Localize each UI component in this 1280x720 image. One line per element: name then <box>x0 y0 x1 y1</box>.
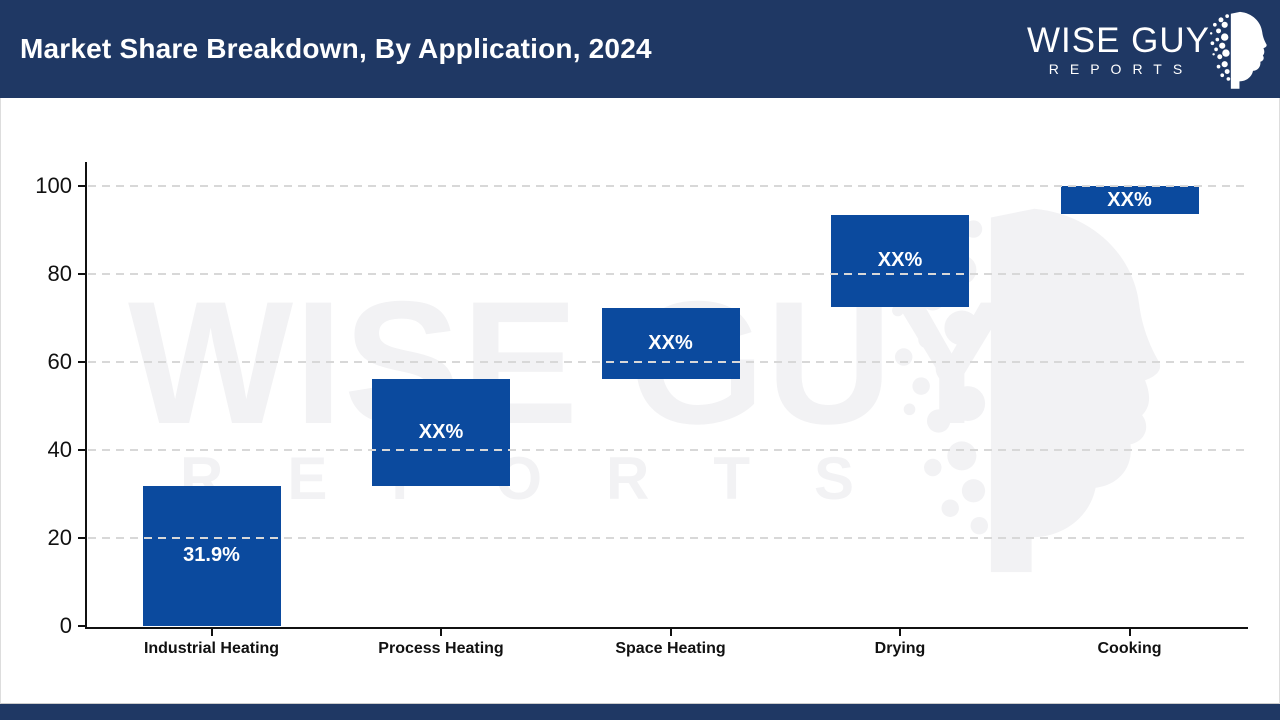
x-tick <box>899 628 901 636</box>
bar-industrial-heating: 31.9% <box>142 485 281 626</box>
gridline-100 <box>88 185 1248 187</box>
logo-subtitle: REPORTS <box>1048 61 1194 77</box>
y-tick-label: 20 <box>47 525 72 550</box>
y-tick <box>78 185 86 187</box>
page-title: Market Share Breakdown, By Application, … <box>20 33 652 64</box>
bar-space-heating: XX% <box>601 307 740 380</box>
y-tick <box>78 537 86 539</box>
bar-value-label: 31.9% <box>183 544 240 567</box>
wise-guy-logo: WISE GUY REPORTS <box>1027 8 1268 92</box>
bar-value-label: XX% <box>877 249 923 272</box>
y-axis-spine <box>85 162 87 628</box>
y-tick-label: 100 <box>35 173 72 198</box>
bar-cooking: XX% <box>1060 186 1199 215</box>
x-tick <box>440 628 442 636</box>
x-tick <box>210 628 213 636</box>
x-axis-spine <box>85 627 1248 629</box>
header-bar: Market Share Breakdown, By Application, … <box>0 0 1280 98</box>
y-tick-label: 40 <box>47 437 72 462</box>
gridline-20 <box>88 537 1248 539</box>
x-category-label: Drying <box>874 640 926 657</box>
logo-text: WISE GUY REPORTS <box>1027 22 1210 78</box>
x-category-label: Space Heating <box>615 640 726 657</box>
gridline-40 <box>88 449 1248 451</box>
y-tick <box>78 625 86 627</box>
logo-wordmark: WISE GUY <box>1026 21 1210 60</box>
y-tick-label: 80 <box>47 261 72 286</box>
gridline-80 <box>88 273 1248 275</box>
y-tick <box>78 273 86 275</box>
y-tick-label: 0 <box>59 613 72 638</box>
y-tick-label: 60 <box>47 349 72 374</box>
x-category-label: Process Heating <box>378 640 504 657</box>
y-tick <box>78 449 86 451</box>
bar-value-label: XX% <box>1107 188 1152 211</box>
bar-drying: XX% <box>831 215 969 307</box>
x-tick <box>1128 628 1131 636</box>
bar-value-label: XX% <box>418 420 464 443</box>
x-tick <box>669 628 672 636</box>
gridline-60 <box>88 361 1248 363</box>
x-category-label: Industrial Heating <box>143 640 280 657</box>
bar-process-heating: XX% <box>372 379 510 486</box>
y-tick <box>78 361 86 363</box>
watermark-subtitle: REPORTS <box>180 445 919 512</box>
footer-bar <box>0 704 1280 720</box>
bar-value-label: XX% <box>648 332 693 354</box>
x-category-label: Cooking <box>1097 640 1162 657</box>
